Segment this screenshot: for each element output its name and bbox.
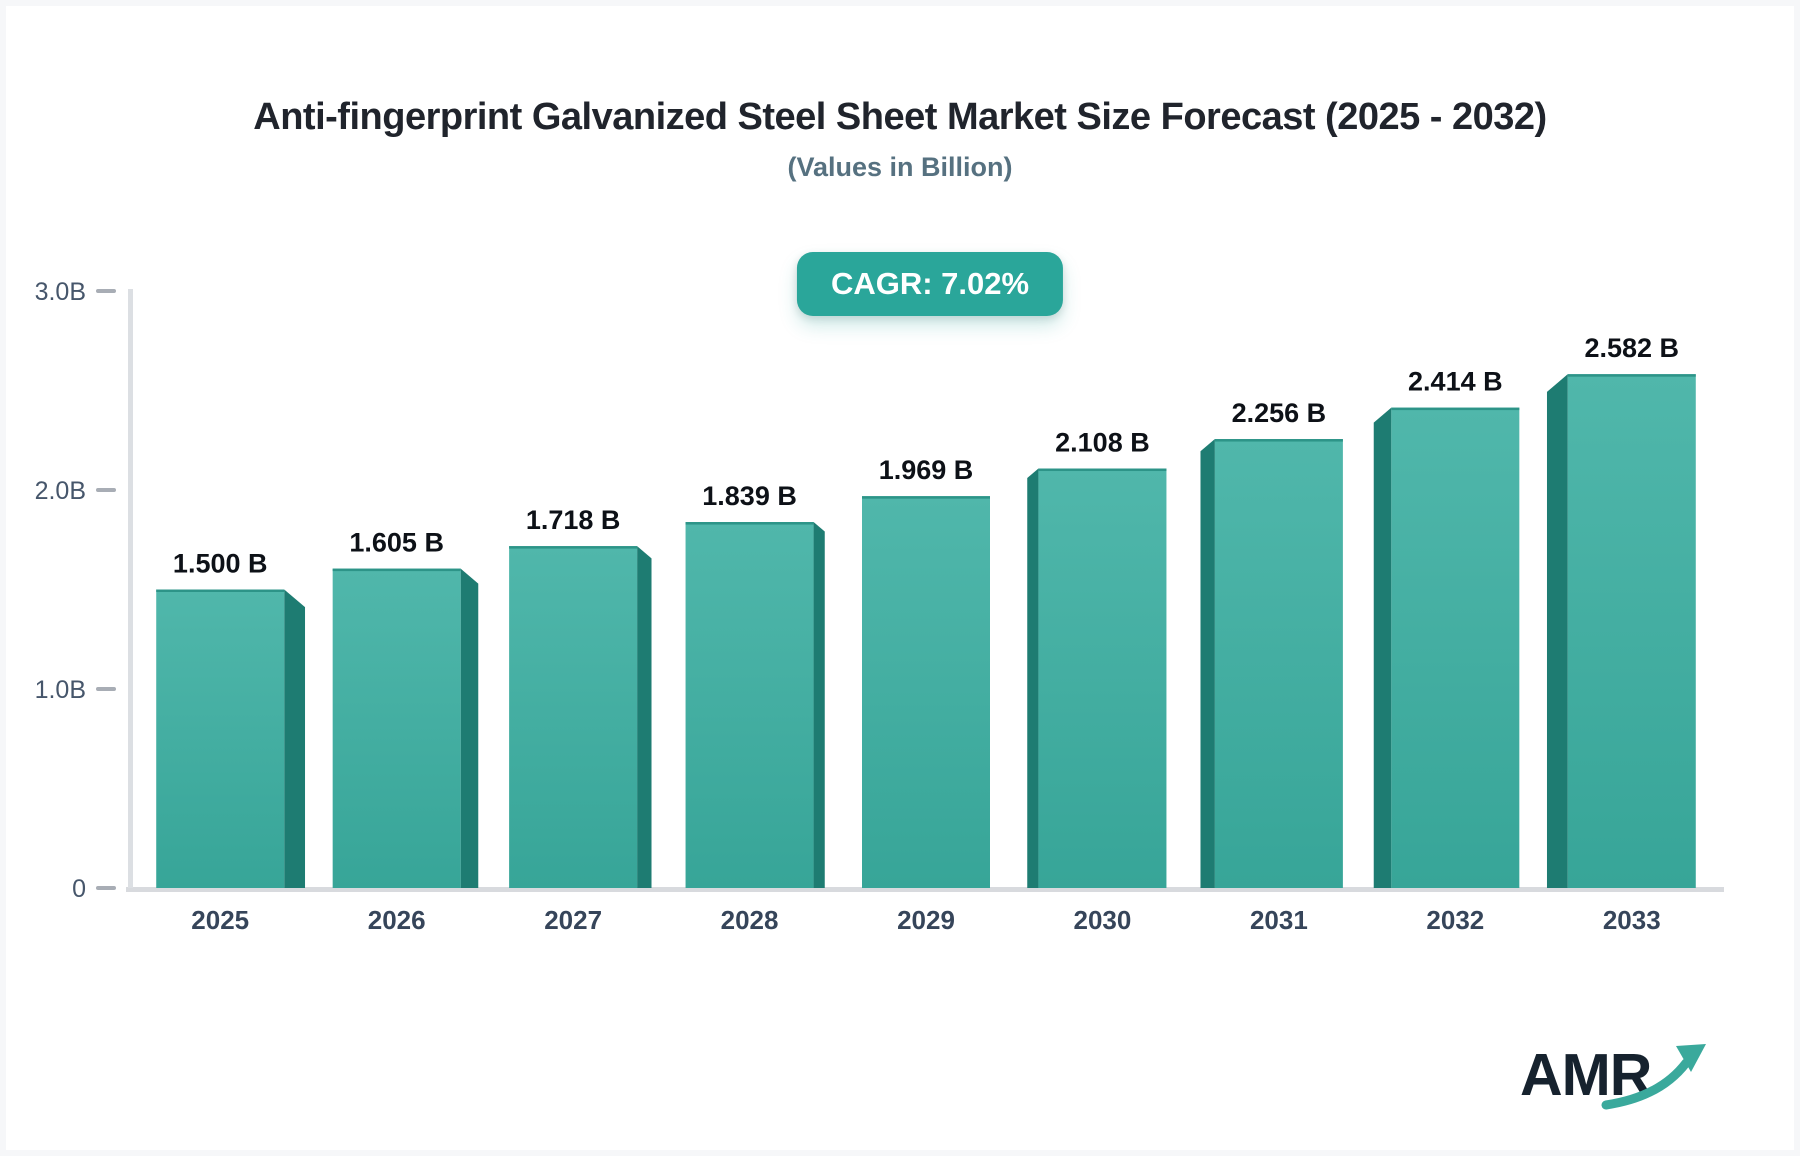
bar-value-label: 2.256 B [1232, 398, 1327, 428]
cagr-badge-label: CAGR: 7.02% [830, 266, 1030, 301]
bar-value-label: 2.582 B [1584, 333, 1679, 363]
y-tick-mark [96, 687, 116, 691]
bar [862, 496, 990, 888]
chart-card: Anti-fingerprint Galvanized Steel Sheet … [6, 6, 1794, 1150]
bar-side-face [813, 522, 825, 888]
y-tick-mark [96, 289, 116, 293]
growth-arrow-icon [1601, 1044, 1706, 1110]
y-tick-label: 2.0B [35, 477, 86, 505]
bar-top-edge [1391, 407, 1520, 411]
bar [332, 568, 461, 888]
bar-top-edge [1038, 468, 1167, 472]
bar-top-edge [509, 546, 638, 549]
bar-value-label: 2.108 B [1055, 428, 1150, 458]
y-tick-label: 0 [72, 875, 86, 903]
bar-side-face [284, 589, 306, 888]
chart-title: Anti-fingerprint Galvanized Steel Sheet … [253, 96, 1547, 138]
bar [156, 589, 285, 888]
y-tick-label: 3.0B [35, 278, 86, 306]
bar-chart-plot: 0 1.0B 2.0B 3.0B 1.500 B 2025 1.605 B 2026 1.718… [35, 278, 1724, 935]
chart-subtitle: (Values in Billion) [787, 152, 1013, 182]
bar-value-label: 1.605 B [349, 528, 444, 558]
bar-side-face [1027, 468, 1039, 888]
y-tick-label: 1.0B [35, 676, 86, 704]
x-tick-label: 2033 [1603, 905, 1661, 935]
y-axis-line [128, 289, 133, 888]
bar-value-label: 1.969 B [879, 455, 974, 485]
bar-side-face [460, 568, 479, 888]
bar-value-label: 1.839 B [702, 481, 797, 511]
bar [509, 546, 638, 888]
x-tick-label: 2031 [1250, 905, 1308, 935]
bar-top-edge [1567, 374, 1696, 377]
bar-top-edge [862, 496, 990, 499]
bar-value-label: 1.500 B [173, 549, 268, 579]
x-axis-line [126, 887, 1724, 892]
y-tick-mark [96, 886, 116, 890]
bar-side-face [1373, 407, 1392, 888]
x-tick-label: 2026 [368, 905, 426, 935]
bar-value-label: 1.718 B [526, 505, 621, 535]
x-tick-label: 2032 [1426, 905, 1484, 935]
bar-side-face [1546, 374, 1568, 888]
x-tick-label: 2027 [544, 905, 602, 935]
x-tick-label: 2025 [191, 905, 249, 935]
bar [1214, 439, 1343, 888]
bar-top-edge [1214, 439, 1343, 442]
bar [1567, 374, 1696, 888]
bar-side-face [637, 546, 652, 888]
bar-value-label: 2.414 B [1408, 367, 1503, 397]
bar [685, 522, 814, 888]
x-tick-label: 2028 [721, 905, 779, 935]
x-tick-label: 2029 [897, 905, 955, 935]
x-tick-label: 2030 [1074, 905, 1132, 935]
bar [1391, 407, 1520, 888]
bar-top-edge [332, 568, 461, 572]
bar-top-edge [156, 589, 285, 592]
bar [1038, 468, 1167, 888]
bar-top-edge [685, 522, 814, 525]
bar-side-face [1200, 439, 1215, 888]
amr-logo: AMR [1520, 1031, 1730, 1126]
y-tick-mark [96, 488, 116, 492]
cagr-badge: CAGR: 7.02% [796, 252, 1064, 316]
